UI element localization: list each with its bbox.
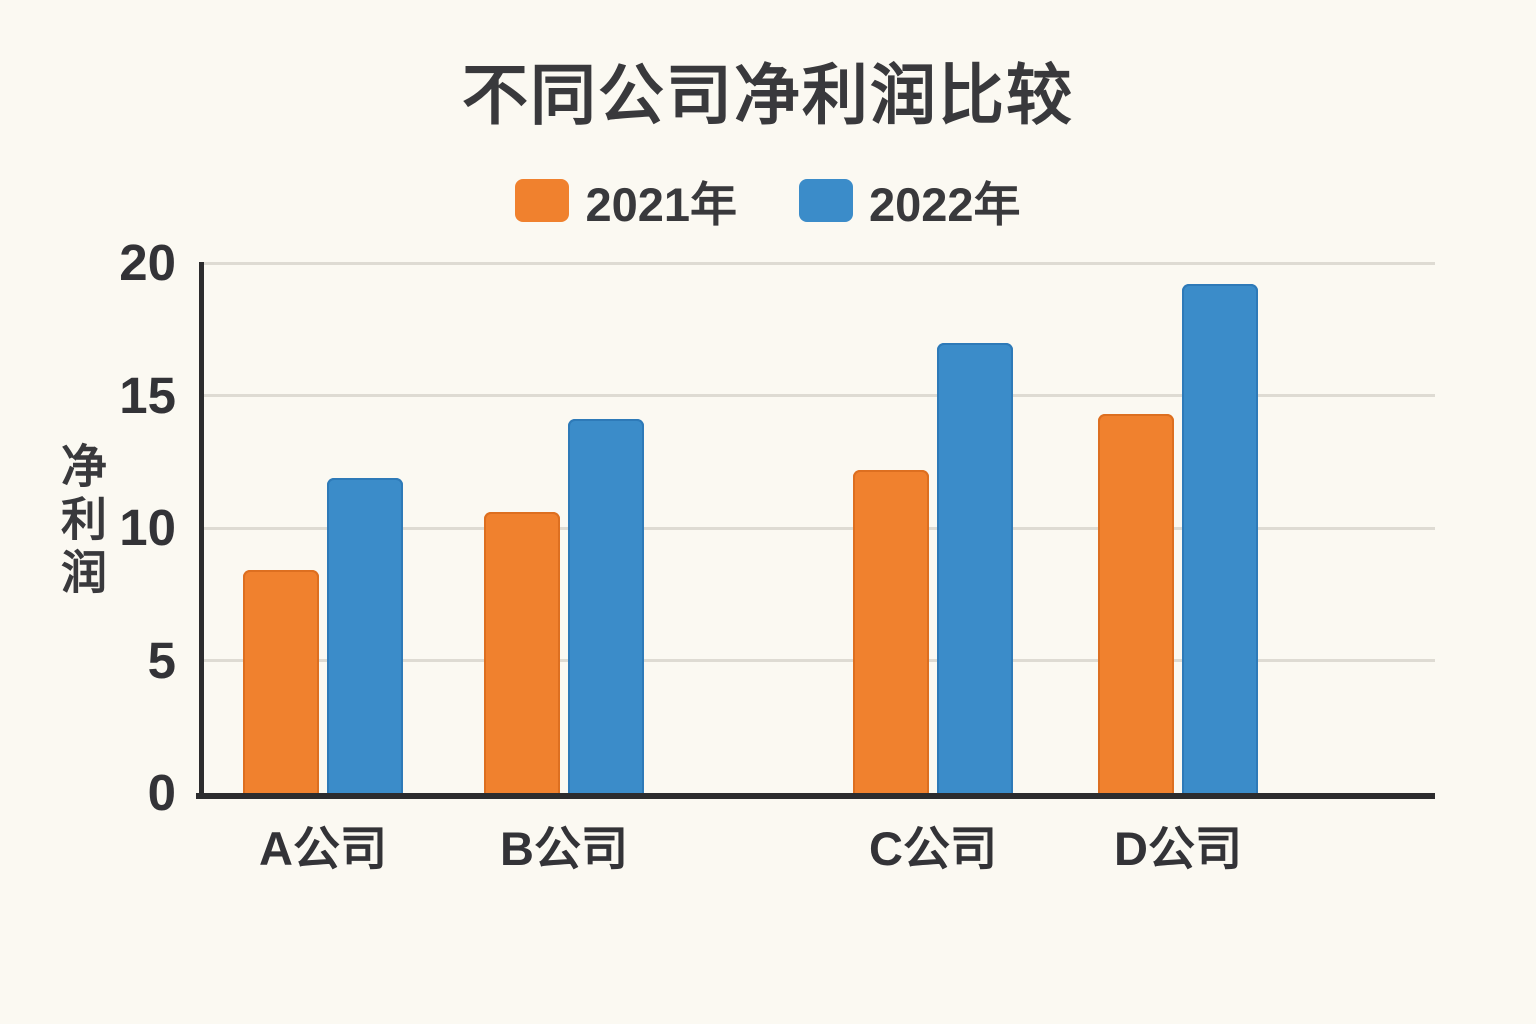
y-tick-label-15: 15 xyxy=(119,366,176,424)
y-tick-label-5: 5 xyxy=(147,631,176,689)
legend-item-2021: 2021年 xyxy=(515,166,737,235)
x-axis-line xyxy=(196,793,1435,799)
bar-2021年-C公司 xyxy=(853,469,929,795)
bar-2021年-B公司 xyxy=(484,512,560,795)
bar-2022年-C公司 xyxy=(937,342,1013,795)
gridline-15 xyxy=(200,394,1435,397)
legend-swatch-2021-icon xyxy=(515,179,570,222)
x-tick-label-C公司: C公司 xyxy=(869,822,997,875)
chart-title: 不同公司净利润比较 xyxy=(462,58,1074,132)
y-tick-label-20: 20 xyxy=(119,234,176,291)
gridline-10 xyxy=(200,526,1435,530)
legend-item-2022: 2022年 xyxy=(799,166,1021,235)
y-tick-label-10: 10 xyxy=(119,499,176,556)
legend-label-2021: 2021年 xyxy=(585,178,737,231)
gridline-20 xyxy=(200,261,1435,265)
y-axis-title: 净利润 xyxy=(55,442,107,601)
gridline-5 xyxy=(200,659,1435,662)
y-tick-label-0: 0 xyxy=(147,764,176,821)
bar-2021年-D公司 xyxy=(1098,414,1174,795)
bar-2022年-D公司 xyxy=(1182,284,1258,795)
legend-swatch-2022-icon xyxy=(799,179,853,222)
x-tick-label-B公司: B公司 xyxy=(500,822,628,875)
bar-2021年-A公司 xyxy=(243,570,319,795)
bar-2022年-A公司 xyxy=(327,477,403,795)
y-axis-line xyxy=(199,262,204,799)
x-tick-label-A公司: A公司 xyxy=(259,822,387,875)
bar-2022年-B公司 xyxy=(568,419,644,795)
x-tick-label-D公司: D公司 xyxy=(1114,822,1242,875)
legend: 2021年 2022年 xyxy=(0,166,1536,235)
legend-label-2022: 2022年 xyxy=(869,178,1021,231)
